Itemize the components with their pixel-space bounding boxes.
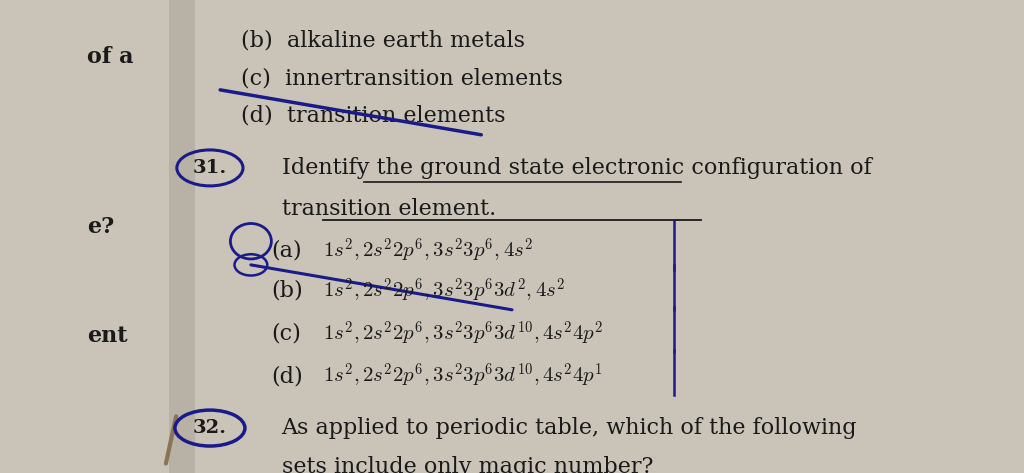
Text: (d): (d) [271, 365, 303, 387]
Text: $1s^2, 2s^22p^6, 3s^23p^6 3d^2, 4s^2$: $1s^2, 2s^22p^6, 3s^23p^6 3d^2, 4s^2$ [323, 277, 565, 305]
Text: 31.: 31. [193, 159, 227, 177]
Text: $1s^2, 2s^22p^6, 3s^23p^6 3d^{10}, 4s^24p^1$: $1s^2, 2s^22p^6, 3s^23p^6 3d^{10}, 4s^24… [323, 362, 602, 390]
Bar [169, 0, 195, 473]
Text: (a): (a) [271, 240, 302, 262]
Text: transition element.: transition element. [282, 198, 496, 220]
Bar [0, 0, 169, 473]
Text: As applied to periodic table, which of the following: As applied to periodic table, which of t… [282, 417, 857, 439]
Text: of a: of a [87, 46, 133, 68]
Text: (c)  innertransition elements: (c) innertransition elements [241, 67, 562, 89]
Text: ent: ent [87, 325, 128, 347]
Text: $1s^2, 2s^22p^6, 3s^23p^6, 4s^2$: $1s^2, 2s^22p^6, 3s^23p^6, 4s^2$ [323, 236, 532, 265]
Text: sets include only magic number?: sets include only magic number? [282, 456, 653, 473]
Text: 32.: 32. [193, 419, 227, 437]
Text: e?: e? [87, 216, 115, 238]
Text: (c): (c) [271, 323, 301, 344]
Text: (b)  alkaline earth metals: (b) alkaline earth metals [241, 29, 524, 51]
Text: $1s^2, 2s^22p^6, 3s^23p^6 3d^{10}, 4s^24p^2$: $1s^2, 2s^22p^6, 3s^23p^6 3d^{10}, 4s^24… [323, 319, 603, 348]
Text: (b): (b) [271, 280, 303, 302]
Text: (d)  transition elements: (d) transition elements [241, 105, 505, 127]
Text: Identify the ground state electronic configuration of: Identify the ground state electronic con… [282, 157, 871, 179]
